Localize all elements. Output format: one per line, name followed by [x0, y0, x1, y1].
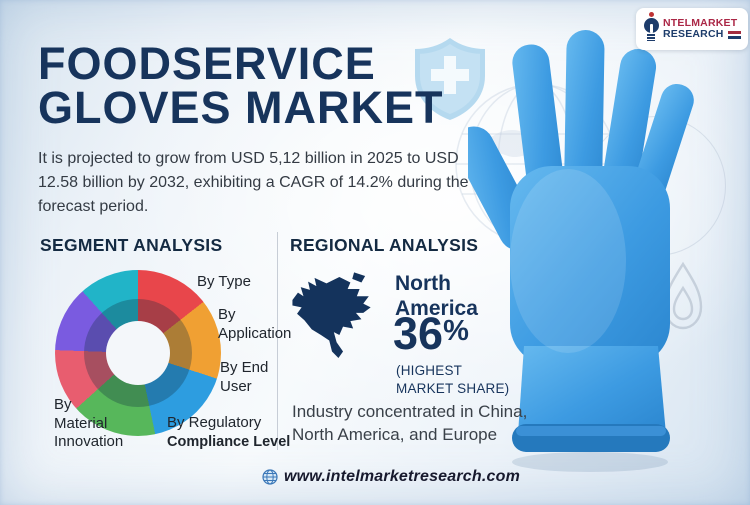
- logo-wordmark-bottom: RESEARCH: [663, 28, 724, 40]
- flag-bars-icon: [727, 30, 741, 39]
- north-america-map-icon: [292, 272, 371, 358]
- lightbulb-icon: [643, 12, 659, 46]
- donut-label-by-end-user: By End User: [220, 359, 269, 395]
- donut-label-by-application: By Application: [218, 306, 292, 342]
- logo-wordmark-top: NTELMARKET: [663, 16, 738, 29]
- title-line-2: GLOVES MARKET: [38, 82, 444, 133]
- brand-logo: NTELMARKET RESEARCH: [636, 8, 748, 50]
- market-share-note: (HIGHEST MARKET SHARE): [396, 363, 510, 396]
- donut-label-by-regulatory: By Regulatory Compliance Level: [167, 414, 291, 450]
- website-url[interactable]: www.intelmarketresearch.com: [284, 468, 521, 485]
- market-share-value: 36%: [393, 308, 469, 359]
- shield-plus-icon: [415, 38, 485, 120]
- regional-analysis-heading: REGIONAL ANALYSIS: [290, 235, 479, 255]
- market-description: It is projected to grow from USD 5,12 bi…: [38, 150, 469, 215]
- segment-donut-chart: [55, 270, 221, 436]
- segment-analysis-heading: SEGMENT ANALYSIS: [40, 235, 223, 255]
- globe-icon: [262, 469, 278, 485]
- glove-image: [468, 30, 694, 472]
- donut-label-by-material: By Material Innovation: [54, 396, 124, 450]
- title-line-1: FOODSERVICE: [38, 38, 376, 89]
- industry-concentration-text: Industry concentrated in China, North Am…: [292, 402, 528, 444]
- region-name: North America: [395, 272, 478, 321]
- donut-label-by-type: By Type: [197, 273, 251, 290]
- website-link[interactable]: www.intelmarketresearch.com: [262, 468, 520, 486]
- page-title: FOODSERVICE GLOVES MARKET: [38, 38, 444, 133]
- section-divider: [277, 232, 278, 450]
